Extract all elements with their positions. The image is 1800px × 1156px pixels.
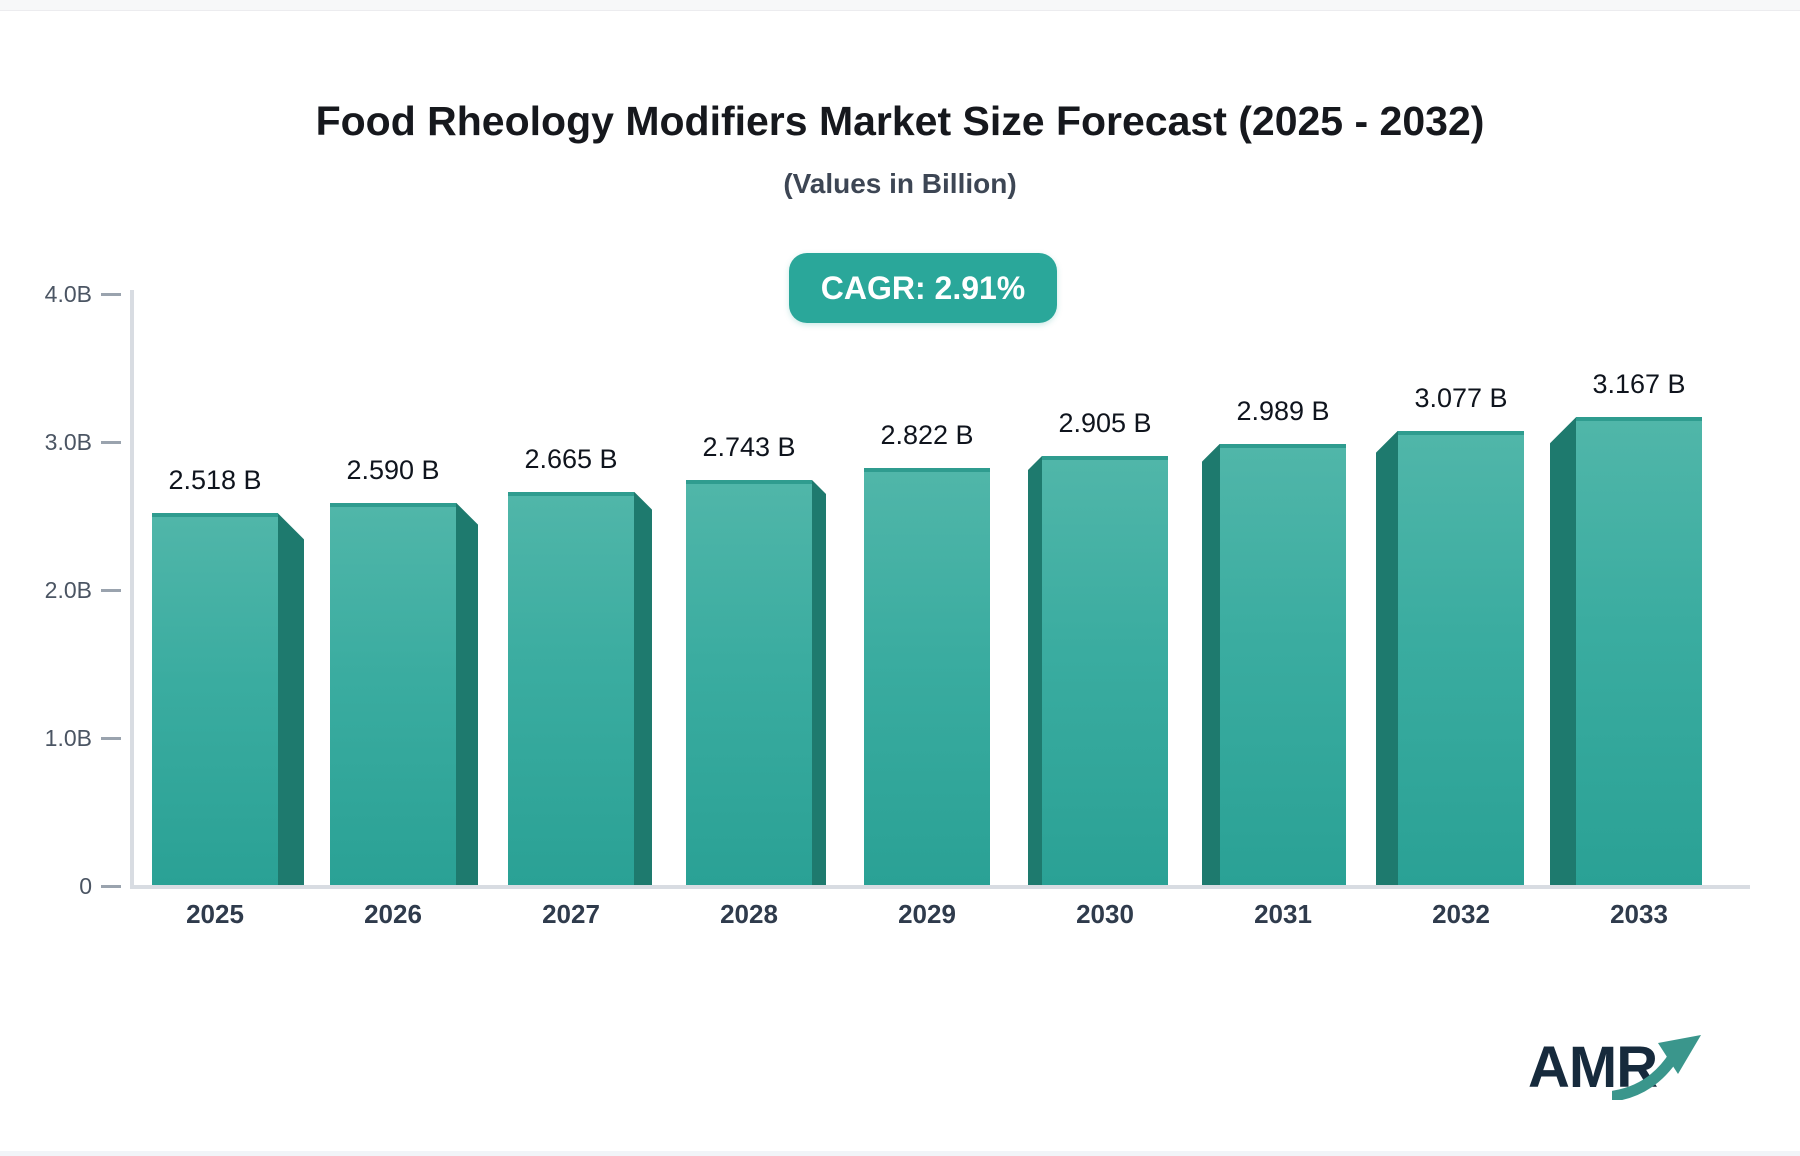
bar-face xyxy=(864,468,990,886)
bar-face xyxy=(1220,443,1346,886)
bar-side-3d xyxy=(1202,443,1220,886)
bar-side-3d xyxy=(1376,430,1398,886)
bar-value-label: 3.167 B xyxy=(1592,369,1686,400)
bar-face xyxy=(1576,417,1702,886)
bar-side-3d xyxy=(1550,417,1576,886)
bar-face xyxy=(508,491,634,886)
bar-face xyxy=(1398,430,1524,886)
bar-side-3d xyxy=(278,513,304,886)
y-axis-tick-mark xyxy=(101,588,121,592)
y-axis-tick-label: 3.0B xyxy=(44,429,92,455)
bar-face xyxy=(330,502,456,886)
y-axis-tick-mark xyxy=(101,292,121,296)
x-axis-label: 2027 xyxy=(542,899,600,929)
bar-value-label: 2.905 B xyxy=(1058,408,1152,439)
x-axis-label: 2031 xyxy=(1254,899,1312,929)
y-axis-tick-label: 1.0B xyxy=(44,725,92,751)
x-axis-baseline xyxy=(130,885,1750,889)
bar-value-label: 3.077 B xyxy=(1414,382,1508,413)
y-axis-tick-mark xyxy=(101,440,121,444)
x-axis-label: 2028 xyxy=(720,899,778,929)
bar-value-label: 2.743 B xyxy=(702,432,796,463)
x-axis-label: 2026 xyxy=(364,899,422,929)
bar-face xyxy=(1042,456,1168,886)
bottom-border-strip xyxy=(0,1151,1800,1156)
chart-subtitle: (Values in Billion) xyxy=(783,168,1017,199)
bar-value-label: 2.518 B xyxy=(168,465,262,496)
bar-value-label: 2.822 B xyxy=(880,420,974,451)
amr-logo: AMR xyxy=(1528,1034,1728,1118)
x-axis-label: 2033 xyxy=(1610,899,1668,929)
bar-face xyxy=(686,480,812,886)
bar-side-3d xyxy=(1028,456,1042,886)
bar-side-3d xyxy=(812,480,826,886)
chart-title: Food Rheology Modifiers Market Size Fore… xyxy=(315,98,1485,144)
bar-side-3d xyxy=(456,502,478,886)
y-axis-tick-mark xyxy=(101,884,121,888)
x-axis-label: 2032 xyxy=(1432,899,1490,929)
top-border-strip xyxy=(0,0,1800,11)
y-axis-tick-label: 0 xyxy=(79,873,92,899)
x-axis-label: 2030 xyxy=(1076,899,1134,929)
bar-value-label: 2.665 B xyxy=(524,443,618,474)
cagr-badge: CAGR: 2.91% xyxy=(789,253,1057,323)
y-axis-tick-mark xyxy=(101,736,121,740)
bar-value-label: 2.989 B xyxy=(1236,395,1330,426)
y-axis-tick-label: 2.0B xyxy=(44,577,92,603)
bar-side-3d xyxy=(634,491,652,886)
y-axis-tick-label: 4.0B xyxy=(44,281,92,307)
bar-face xyxy=(152,513,278,886)
growth-arrow-icon xyxy=(1612,1035,1701,1100)
bar-value-label: 2.590 B xyxy=(346,454,440,485)
x-axis-label: 2025 xyxy=(186,899,244,929)
y-axis-line xyxy=(130,290,134,889)
x-axis-label: 2029 xyxy=(898,899,956,929)
